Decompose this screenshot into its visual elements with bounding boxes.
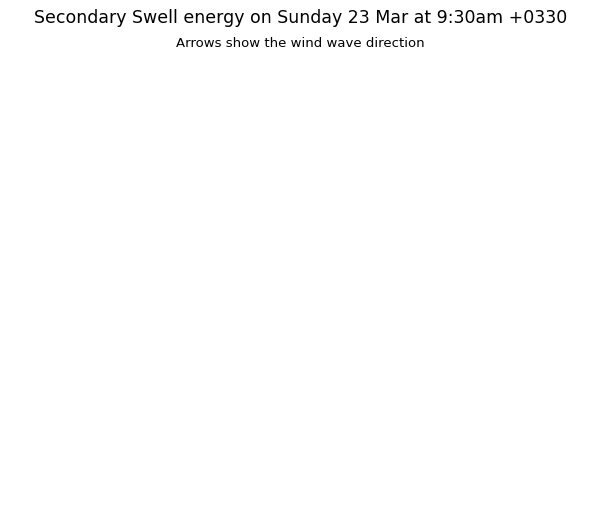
Text: Secondary Swell energy on Sunday 23 Mar at 9:30am +0330: Secondary Swell energy on Sunday 23 Mar …: [34, 9, 567, 26]
Text: Arrows show the wind wave direction: Arrows show the wind wave direction: [176, 38, 425, 50]
